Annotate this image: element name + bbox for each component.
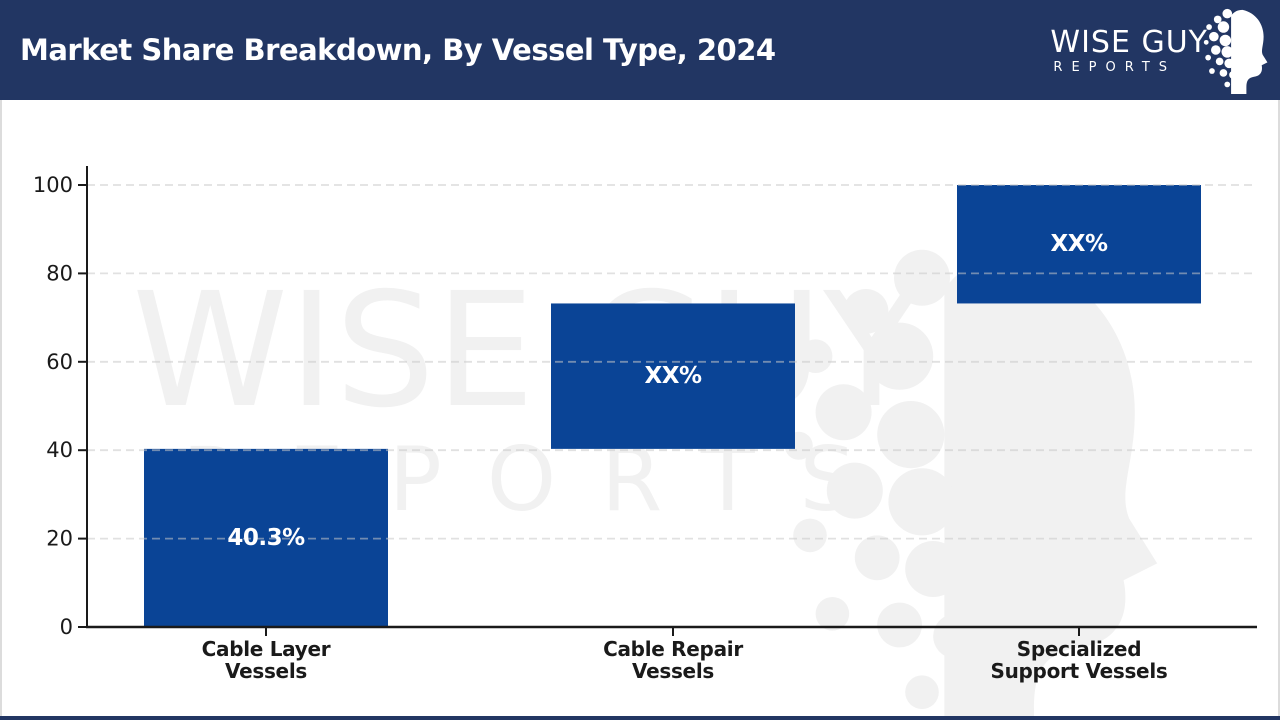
chart-title: Market Share Breakdown, By Vessel Type, … xyxy=(20,33,776,67)
footer-bar xyxy=(0,716,1280,720)
y-tick-label: 0 xyxy=(60,615,73,639)
y-tick-label: 40 xyxy=(46,438,73,462)
logo-subtitle: REPORTS xyxy=(1053,59,1177,75)
logo-text: WISE GUY REPORTS xyxy=(1050,26,1208,75)
y-tick-label: 20 xyxy=(46,527,73,551)
x-tick-label: Cable Layer Vessels xyxy=(202,637,331,683)
bar xyxy=(551,303,795,449)
bar-value-label: 40.3% xyxy=(227,525,305,551)
watermark-face xyxy=(784,249,1158,716)
logo: WISE GUY REPORTS xyxy=(1050,6,1272,94)
y-tick-label: 80 xyxy=(46,261,73,285)
y-tick-label: 60 xyxy=(46,350,73,374)
bar-value-label: XX% xyxy=(1050,231,1107,257)
logo-wordmark: WISE GUY xyxy=(1050,24,1208,60)
bar-value-label: XX% xyxy=(644,363,701,389)
x-tick-label: Specialized Support Vessels xyxy=(991,637,1168,683)
x-tick-label: Cable Repair Vessels xyxy=(603,637,743,683)
plot-area: WISE GUY REPORTS 0 20 40 60 80 100 Cable Layer… xyxy=(0,100,1280,716)
chart-canvas: 0 20 40 60 80 100 Cable Layer Vessels Cable Repa… xyxy=(33,166,1257,683)
logo-face-icon xyxy=(1203,8,1268,94)
y-tick-label: 100 xyxy=(33,173,73,197)
bar xyxy=(957,185,1201,304)
header-bar: Market Share Breakdown, By Vessel Type, … xyxy=(0,0,1280,100)
